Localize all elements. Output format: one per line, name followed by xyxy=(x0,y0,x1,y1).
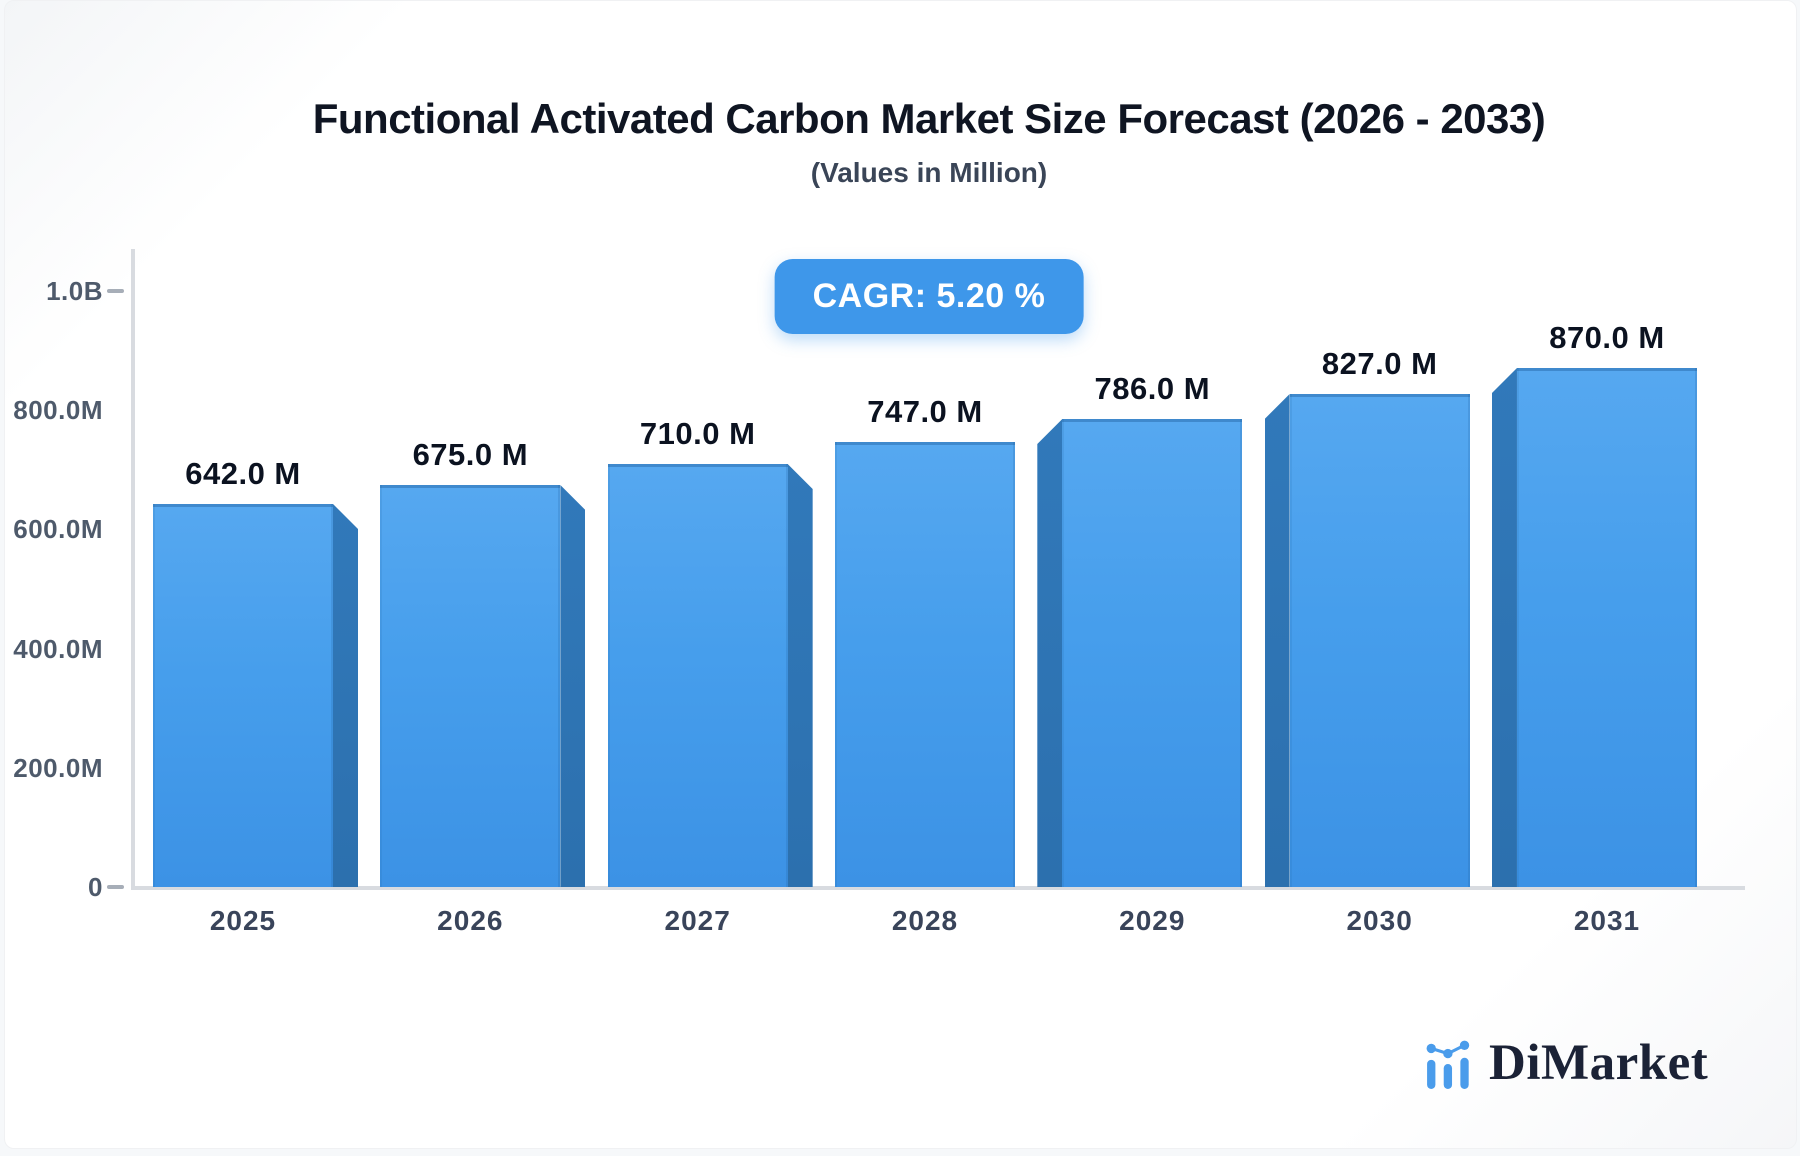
bar-3d-side xyxy=(333,504,358,887)
y-axis-label: 200.0M xyxy=(13,752,103,783)
bar-value-label: 870.0 M xyxy=(1549,320,1665,355)
chart-card: Functional Activated Carbon Market Size … xyxy=(4,0,1797,1149)
brand-name: DiMarket xyxy=(1489,1035,1709,1091)
bar[interactable] xyxy=(1289,394,1470,887)
x-axis-label: 2031 xyxy=(1573,905,1641,936)
bar-3d-side xyxy=(787,464,813,887)
bar-chart-logo-icon xyxy=(1426,1040,1470,1089)
bar-3d-side xyxy=(1491,368,1517,887)
y-axis-label: 400.0M xyxy=(13,633,103,664)
x-axis-label: 2029 xyxy=(1119,905,1186,936)
chart-subtitle: (Values in Million) xyxy=(810,157,1048,188)
x-axis-label: 2030 xyxy=(1346,905,1413,936)
bar[interactable] xyxy=(1062,419,1243,887)
x-axis-line xyxy=(131,886,1745,890)
y-axis-label: 600.0M xyxy=(13,514,103,545)
bar-value-label: 675.0 M xyxy=(412,437,529,472)
bar-value-label: 710.0 M xyxy=(639,416,756,451)
x-axis-label: 2028 xyxy=(891,905,959,936)
y-axis-line xyxy=(131,249,135,890)
bar[interactable] xyxy=(607,464,788,887)
y-axis-label: 0 xyxy=(88,872,103,902)
bar-3d-side xyxy=(1264,394,1290,887)
y-axis-tick xyxy=(107,289,124,293)
x-axis-label: 2026 xyxy=(437,905,504,936)
bar-3d-side xyxy=(1037,419,1063,887)
bar[interactable] xyxy=(834,442,1015,887)
bar[interactable] xyxy=(380,485,561,887)
x-axis-label: 2027 xyxy=(664,905,731,936)
chart-header: Functional Activated Carbon Market Size … xyxy=(133,1,1725,189)
y-axis-label: 1.0B xyxy=(46,276,103,306)
bar[interactable] xyxy=(153,504,333,887)
bar-3d-side xyxy=(560,485,586,887)
brand-logo: DiMarket xyxy=(1425,1037,1708,1089)
chart-title: Functional Activated Carbon Market Size … xyxy=(312,95,1546,142)
bar-value-label: 786.0 M xyxy=(1094,371,1211,406)
bar-value-label: 642.0 M xyxy=(185,456,301,491)
y-axis-tick xyxy=(107,885,124,889)
y-axis-label: 800.0M xyxy=(13,395,103,426)
cagr-badge: CAGR: 5.20 % xyxy=(774,259,1084,334)
x-axis-label: 2025 xyxy=(209,905,277,936)
bar-value-label: 747.0 M xyxy=(867,394,983,429)
bar[interactable] xyxy=(1516,368,1697,887)
bar-value-label: 827.0 M xyxy=(1321,346,1438,381)
